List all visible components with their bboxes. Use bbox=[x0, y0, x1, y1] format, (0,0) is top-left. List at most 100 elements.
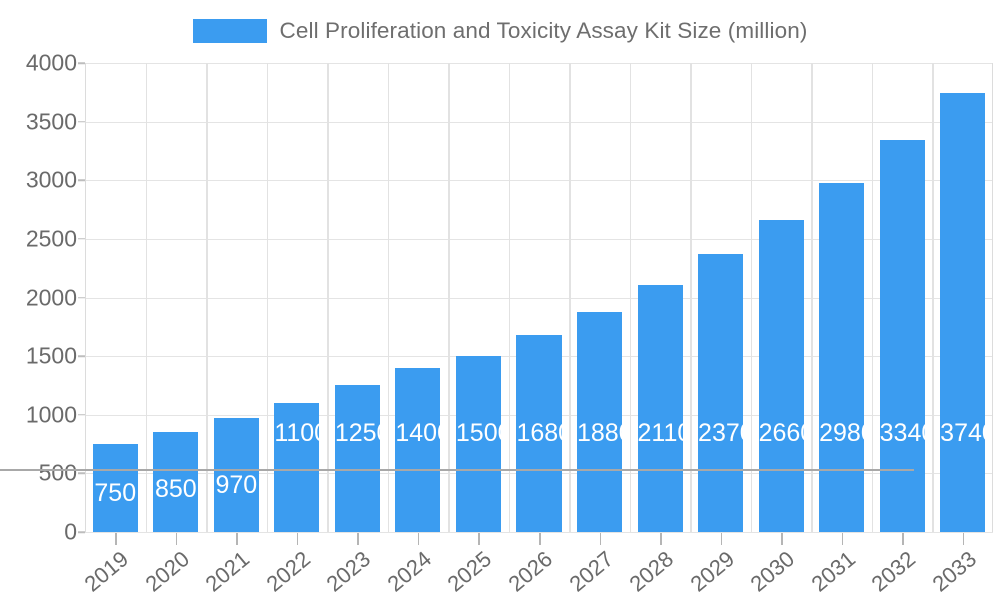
y-axis-tick-label: 4000 bbox=[25, 49, 77, 76]
x-axis-tick-label: 2026 bbox=[503, 546, 558, 597]
x-axis-tick-mark bbox=[296, 533, 299, 545]
y-axis-tick-mark bbox=[78, 179, 85, 181]
bar[interactable]: 1680 bbox=[516, 335, 562, 532]
gridline-vertical bbox=[145, 63, 148, 532]
gridline-vertical bbox=[932, 63, 934, 532]
y-axis-tick-label: 1000 bbox=[25, 401, 77, 428]
gridline-horizontal bbox=[85, 180, 993, 182]
gridline-horizontal bbox=[85, 532, 993, 533]
x-axis-tick-label: 2019 bbox=[79, 546, 134, 597]
x-axis-tick-mark bbox=[175, 533, 178, 545]
y-axis-tick-mark bbox=[78, 120, 85, 123]
x-axis-tick-label: 2031 bbox=[806, 546, 860, 597]
y-axis-tick-label: 3500 bbox=[25, 108, 77, 135]
gridline-vertical bbox=[690, 63, 692, 532]
bar[interactable]: 2370 bbox=[698, 254, 744, 532]
x-axis-tick-mark bbox=[357, 533, 359, 545]
x-axis-tick-label: 2028 bbox=[624, 546, 679, 597]
x-axis-tick-label: 2030 bbox=[745, 546, 800, 597]
y-axis-tick-label: 2500 bbox=[25, 225, 77, 252]
bar-value-label: 1250 bbox=[334, 419, 380, 447]
bar[interactable]: 2110 bbox=[637, 284, 683, 532]
y-axis-tick-label: 2000 bbox=[25, 284, 77, 310]
x-axis-tick-label: 2022 bbox=[261, 546, 315, 597]
y-axis-tick-mark bbox=[78, 531, 85, 533]
bar[interactable]: 3340 bbox=[879, 140, 925, 532]
x-axis-tick-mark bbox=[478, 533, 480, 545]
x-axis-tick-mark bbox=[599, 533, 602, 545]
x-axis-tick-mark bbox=[781, 533, 783, 545]
bar[interactable]: 2660 bbox=[758, 220, 804, 532]
gridline-vertical bbox=[871, 63, 874, 532]
x-axis-tick-mark bbox=[962, 533, 965, 545]
x-axis-tick-mark bbox=[660, 533, 662, 545]
gridline-horizontal bbox=[85, 297, 993, 299]
bar[interactable]: 1100 bbox=[274, 403, 320, 532]
x-axis-tick-mark bbox=[417, 533, 420, 545]
y-axis-tick-label: 500 bbox=[38, 459, 77, 486]
bar[interactable]: 750 bbox=[92, 444, 138, 532]
gridline-horizontal bbox=[85, 121, 993, 123]
gridline-vertical bbox=[206, 63, 208, 532]
bar-value-label: 750 bbox=[94, 478, 137, 507]
bar-value-label: 2980 bbox=[819, 418, 864, 447]
x-axis-baseline bbox=[0, 469, 914, 471]
x-axis-tick-mark bbox=[115, 533, 117, 545]
bar-value-label: 1400 bbox=[395, 418, 440, 447]
bar-value-label: 1680 bbox=[516, 418, 561, 447]
bar-value-label: 1500 bbox=[455, 419, 501, 447]
y-axis-tick-mark bbox=[78, 62, 85, 64]
legend-label: Cell Proliferation and Toxicity Assay Ki… bbox=[279, 18, 808, 43]
plot-frame bbox=[85, 63, 993, 532]
bar[interactable]: 1250 bbox=[334, 385, 380, 532]
x-axis-tick-label: 2029 bbox=[685, 546, 739, 597]
gridline-vertical bbox=[629, 63, 632, 532]
bar-value-label: 850 bbox=[154, 475, 197, 504]
x-axis-tick-label: 2020 bbox=[140, 546, 194, 597]
bar[interactable]: 2980 bbox=[819, 182, 865, 532]
bar[interactable]: 3740 bbox=[940, 93, 986, 532]
x-axis-tick-mark bbox=[236, 533, 238, 545]
y-axis-tick-mark bbox=[78, 238, 85, 240]
bar-value-label: 2370 bbox=[698, 418, 743, 447]
chart-legend: Cell Proliferation and Toxicity Assay Ki… bbox=[0, 14, 1000, 48]
bar[interactable]: 970 bbox=[213, 418, 259, 532]
x-axis-tick-mark bbox=[841, 533, 844, 545]
bar[interactable]: 850 bbox=[153, 432, 199, 532]
gridline-vertical bbox=[569, 63, 571, 532]
gridline-vertical bbox=[448, 63, 450, 532]
gridline-vertical bbox=[811, 63, 813, 532]
gridline-vertical bbox=[327, 63, 329, 532]
gridline-vertical bbox=[750, 63, 753, 532]
gridline-horizontal bbox=[85, 238, 993, 240]
legend-color-swatch bbox=[192, 19, 267, 43]
bar-value-label: 2660 bbox=[758, 418, 804, 447]
y-axis-tick-label: 0 bbox=[64, 518, 77, 545]
bar-value-label: 3740 bbox=[940, 418, 985, 447]
bar[interactable]: 1500 bbox=[455, 356, 501, 532]
bar-value-label: 970 bbox=[215, 470, 258, 499]
y-axis-tick-mark bbox=[78, 414, 85, 416]
gridline-horizontal bbox=[85, 63, 993, 64]
bar-value-label: 3340 bbox=[879, 418, 925, 447]
y-axis-tick-mark bbox=[78, 296, 85, 299]
gridline-vertical bbox=[508, 63, 511, 532]
x-axis-tick-label: 2032 bbox=[866, 546, 921, 597]
y-axis-tick-label: 3000 bbox=[25, 166, 77, 193]
bar[interactable]: 1880 bbox=[576, 311, 623, 532]
bar-value-label: 2110 bbox=[637, 418, 683, 447]
bar-value-label: 1100 bbox=[274, 418, 319, 447]
bar[interactable]: 1400 bbox=[395, 367, 441, 532]
gridline-vertical bbox=[266, 63, 269, 532]
y-axis-tick-label: 1500 bbox=[25, 342, 77, 369]
x-axis-tick-label: 2024 bbox=[382, 546, 436, 597]
gridline-vertical bbox=[387, 63, 390, 532]
x-axis-tick-label: 2025 bbox=[442, 546, 497, 597]
x-axis-tick-mark bbox=[539, 533, 541, 545]
y-axis-tick-mark bbox=[78, 472, 85, 475]
x-axis-tick-mark bbox=[720, 533, 723, 545]
x-axis-tick-label: 2033 bbox=[927, 546, 981, 597]
bar-value-label: 1880 bbox=[576, 418, 622, 447]
x-axis-tick-mark bbox=[902, 533, 904, 545]
